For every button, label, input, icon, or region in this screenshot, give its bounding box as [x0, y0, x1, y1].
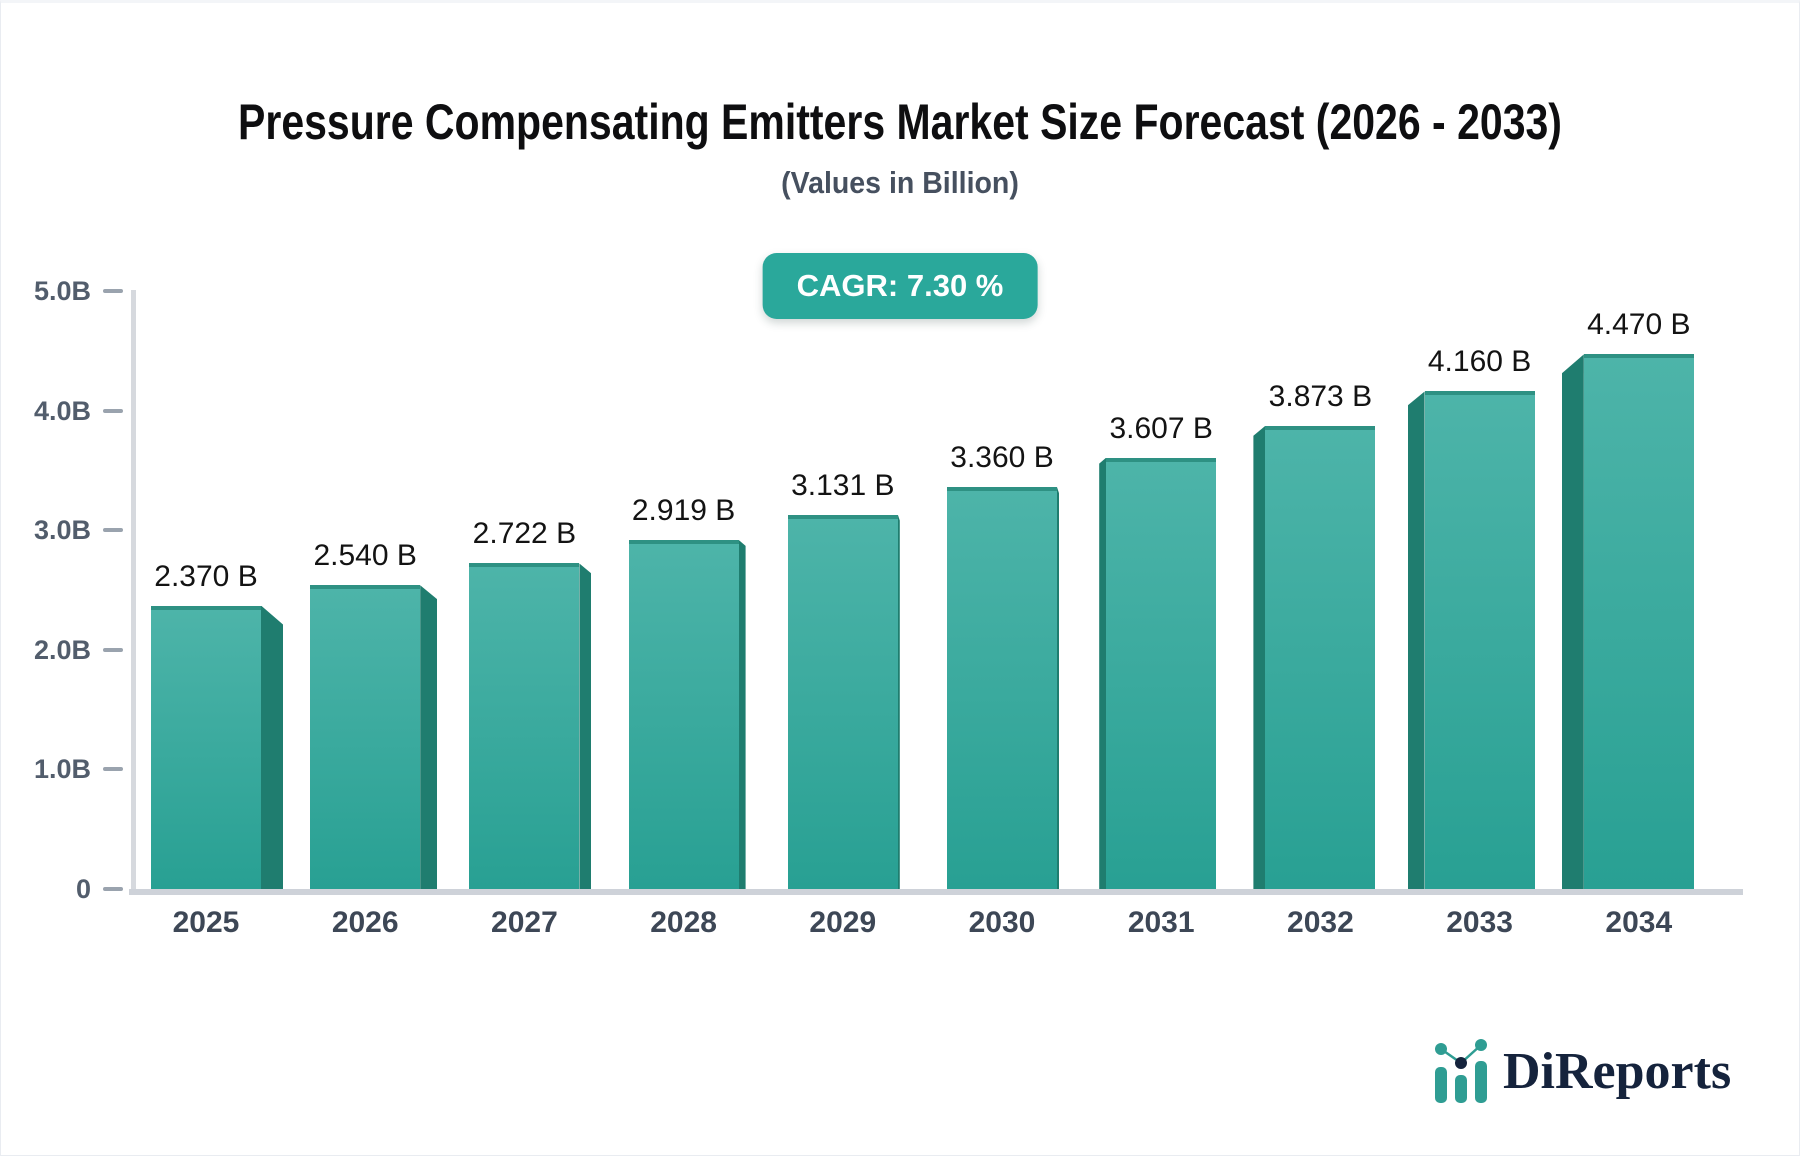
bar-value-label: 3.873 B: [1268, 379, 1373, 413]
direports-logo: DiReports: [1433, 1037, 1731, 1107]
bar-face: [469, 563, 580, 889]
bar-side: [1057, 487, 1059, 889]
y-axis-line: [131, 290, 136, 889]
cagr-badge: CAGR: 7.30 %: [762, 253, 1038, 319]
bar-face: [1583, 354, 1694, 889]
bar-face: [310, 585, 421, 889]
bar-side: [1407, 391, 1425, 889]
bar-value-label: 2.540 B: [313, 539, 417, 573]
direports-logo-text: DiReports: [1503, 1043, 1732, 1100]
y-axis-tick: [103, 408, 123, 413]
bar-face: [787, 514, 898, 889]
x-axis-label: 2027: [491, 906, 558, 939]
x-axis-label: 2029: [809, 906, 877, 939]
bar-face: [151, 605, 261, 889]
bar-face: [628, 539, 739, 889]
y-axis-tick: [103, 887, 123, 891]
x-axis-label: 2033: [1446, 906, 1513, 939]
bar-side: [1561, 354, 1584, 889]
bar-value-label: 2.370 B: [154, 559, 258, 593]
y-axis-tick: [103, 767, 123, 772]
bar-side: [579, 563, 592, 889]
bar-side: [261, 605, 283, 889]
x-axis-label: 2025: [172, 906, 240, 939]
x-axis-label: 2030: [968, 906, 1036, 939]
x-axis-label: 2034: [1605, 906, 1673, 939]
x-axis-label: 2032: [1287, 906, 1354, 939]
y-axis-label: 0: [75, 874, 91, 904]
x-axis-label: 2031: [1127, 906, 1195, 939]
bar-face: [1265, 425, 1376, 889]
bar-side: [1253, 425, 1266, 889]
y-axis-label: 1.0B: [33, 754, 91, 785]
bar-value-label: 3.131 B: [791, 468, 895, 502]
y-axis-label: 5.0B: [33, 276, 91, 306]
x-axis-line: [129, 889, 1743, 895]
bar-side: [897, 514, 900, 889]
bar-face: [1424, 391, 1535, 889]
bar-value-label: 3.607 B: [1109, 411, 1213, 445]
bar-side: [1099, 457, 1107, 889]
bar-value-label: 4.470 B: [1587, 308, 1691, 342]
bar-face: [1106, 457, 1217, 889]
y-axis-tick: [103, 647, 123, 652]
y-axis-tick: [103, 528, 123, 533]
bar-value-label: 3.360 B: [950, 441, 1054, 475]
y-axis-tick: [103, 289, 123, 293]
bar-side: [738, 539, 746, 889]
direports-logo-icon: [1435, 1039, 1487, 1103]
cagr-badge-label: CAGR: 7.30 %: [796, 268, 1004, 303]
chart-title: Pressure Compensating Emitters Market Si…: [238, 94, 1562, 150]
plot-area: 5.0B 4.0B 3.0B 2.0B 1.0B 0 2.370 B 2025 2.540 B 2…: [1, 3, 1799, 1155]
y-axis-label: 2.0B: [33, 634, 91, 665]
x-axis-label: 2026: [331, 906, 399, 939]
y-axis-label: 3.0B: [33, 515, 91, 546]
y-axis-label: 4.0B: [33, 395, 91, 426]
chart-subtitle: (Values in Billion): [781, 165, 1019, 200]
bar-face: [947, 487, 1057, 889]
bar-value-label: 4.160 B: [1427, 345, 1532, 379]
bar-side: [420, 585, 438, 889]
bar-value-label: 2.919 B: [631, 493, 736, 527]
x-axis-label: 2028: [650, 906, 717, 939]
bar-value-label: 2.722 B: [472, 517, 577, 551]
